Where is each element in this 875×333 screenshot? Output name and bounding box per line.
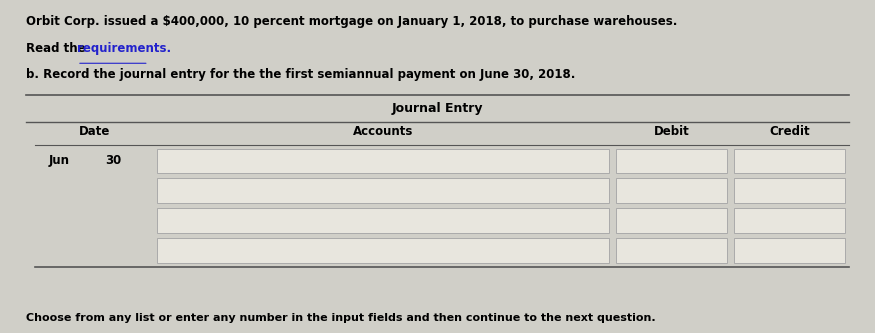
Text: 30: 30	[105, 154, 122, 167]
Text: requirements.: requirements.	[77, 42, 172, 55]
Bar	[616, 208, 727, 233]
Text: Choose from any list or enter any number in the input fields and then continue t: Choose from any list or enter any number…	[26, 313, 656, 323]
Text: Date: Date	[79, 125, 109, 138]
Text: Journal Entry: Journal Entry	[392, 102, 483, 115]
Bar	[157, 178, 609, 203]
Bar	[157, 238, 609, 263]
Bar	[734, 178, 845, 203]
Bar	[734, 208, 845, 233]
Text: Orbit Corp. issued a $400,000, 10 percent mortgage on January 1, 2018, to purcha: Orbit Corp. issued a $400,000, 10 percen…	[26, 15, 677, 28]
Text: Debit: Debit	[654, 125, 690, 138]
Text: Credit: Credit	[769, 125, 810, 138]
Bar	[157, 208, 609, 233]
Bar	[616, 149, 727, 173]
Bar	[734, 149, 845, 173]
Bar	[616, 178, 727, 203]
Text: Accounts: Accounts	[353, 125, 413, 138]
Bar	[616, 238, 727, 263]
Bar	[734, 238, 845, 263]
Bar	[157, 149, 609, 173]
Text: Jun: Jun	[48, 154, 69, 167]
Text: Read the: Read the	[26, 42, 90, 55]
Text: b. Record the journal entry for the the first semiannual payment on June 30, 201: b. Record the journal entry for the the …	[26, 68, 576, 81]
